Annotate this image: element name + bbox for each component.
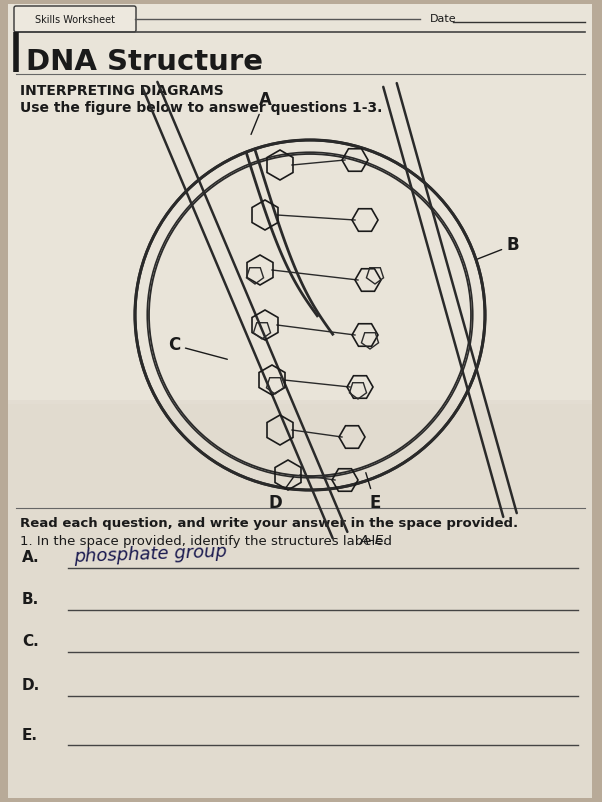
Text: Read each question, and write your answer in the space provided.: Read each question, and write your answe… [20,517,518,530]
Text: 1. In the space provided, identify the structures labeled: 1. In the space provided, identify the s… [20,534,396,548]
Text: A: A [251,91,272,135]
Text: C: C [168,336,228,359]
Text: C.: C. [22,634,39,650]
Text: INTERPRETING DIAGRAMS: INTERPRETING DIAGRAMS [20,84,224,98]
Bar [8,400,592,798]
Text: A–E.: A–E. [360,534,388,548]
Text: B.: B. [22,593,39,607]
Text: Skills Worksheet: Skills Worksheet [35,15,115,25]
Text: Date: Date [430,14,457,24]
Text: B: B [477,236,520,259]
Text: D.: D. [22,678,40,694]
Text: phosphate group: phosphate group [73,542,227,565]
Text: A.: A. [22,550,40,565]
Text: DNA Structure: DNA Structure [26,48,263,76]
Text: E: E [366,472,380,512]
FancyBboxPatch shape [14,6,136,32]
Text: D: D [268,477,293,512]
Bar [8,4,592,404]
Text: Use the figure below to answer questions 1-3.: Use the figure below to answer questions… [20,101,382,115]
Text: E.: E. [22,727,38,743]
